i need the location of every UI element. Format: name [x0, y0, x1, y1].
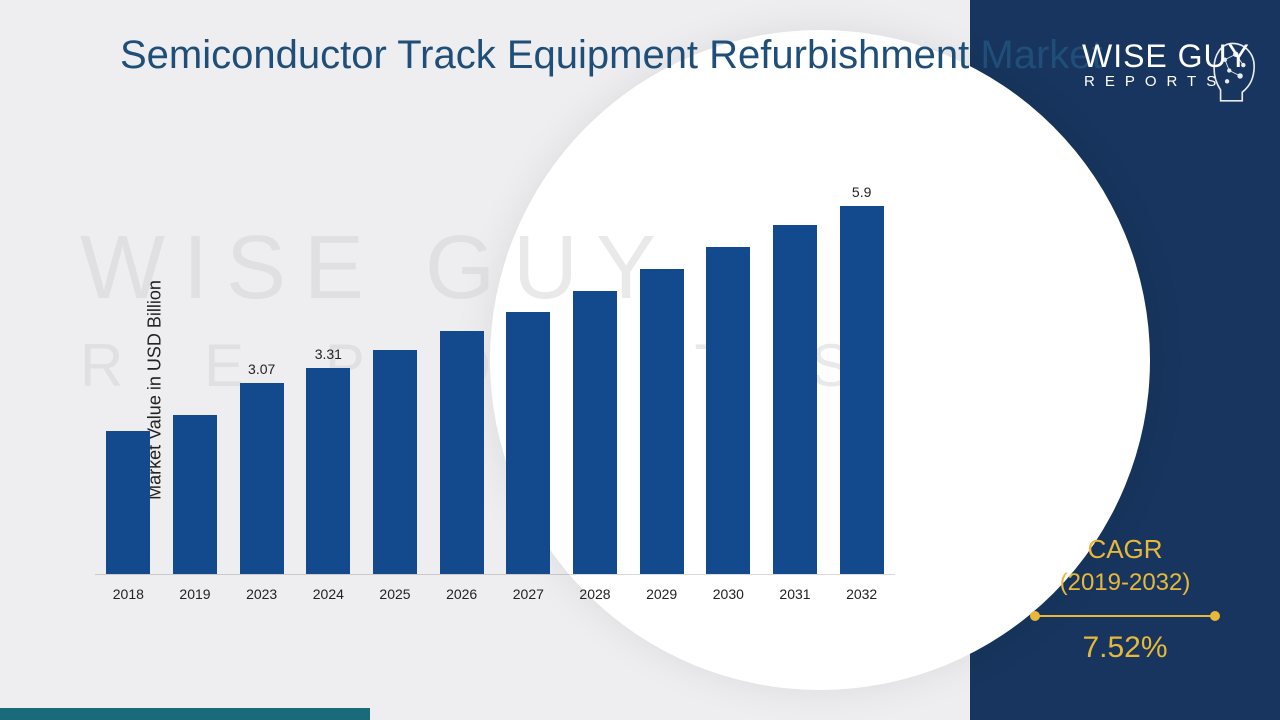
bar-2025: [373, 350, 417, 574]
x-tick-2030: 2030: [713, 586, 744, 602]
bar-2028: [573, 291, 617, 575]
x-tick-2026: 2026: [446, 586, 477, 602]
x-tick-2031: 2031: [779, 586, 810, 602]
x-tick-2025: 2025: [379, 586, 410, 602]
bar-value-label: 3.07: [248, 361, 275, 377]
cagr-divider-line: [1035, 615, 1215, 617]
x-tick-2023: 2023: [246, 586, 277, 602]
chart-container: Market Value in USD Billion 201820193.07…: [55, 170, 895, 610]
head-profile-icon: [1205, 38, 1260, 103]
x-tick-2029: 2029: [646, 586, 677, 602]
bottom-accent-bar: [0, 708, 370, 720]
cagr-label: CAGR: [1010, 534, 1240, 565]
bar-value-label: 5.9: [852, 184, 871, 200]
x-tick-2027: 2027: [513, 586, 544, 602]
bar-2024: 3.31: [306, 368, 350, 574]
x-tick-2028: 2028: [579, 586, 610, 602]
x-tick-2018: 2018: [113, 586, 144, 602]
bar-2019: [173, 415, 217, 574]
chart-title: Semiconductor Track Equipment Refurbishm…: [120, 32, 1103, 78]
x-tick-2024: 2024: [313, 586, 344, 602]
x-tick-2019: 2019: [179, 586, 210, 602]
x-tick-2032: 2032: [846, 586, 877, 602]
cagr-value: 7.52%: [1010, 631, 1240, 665]
bar-2023: 3.07: [240, 383, 284, 574]
chart-plot-area: 201820193.0720233.3120242025202620272028…: [95, 170, 895, 575]
bar-2026: [440, 331, 484, 574]
cagr-range: (2019-2032): [1010, 569, 1240, 597]
bar-2027: [506, 312, 550, 574]
brand-logo: WISE GUY REPORTS: [1082, 38, 1250, 90]
bar-2031: [773, 225, 817, 574]
bar-value-label: 3.31: [315, 346, 342, 362]
bar-2018: [106, 431, 150, 574]
bar-2029: [640, 269, 684, 574]
bar-2032: 5.9: [840, 206, 884, 574]
bar-2030: [706, 247, 750, 574]
cagr-box: CAGR (2019-2032) 7.52%: [1010, 534, 1240, 665]
